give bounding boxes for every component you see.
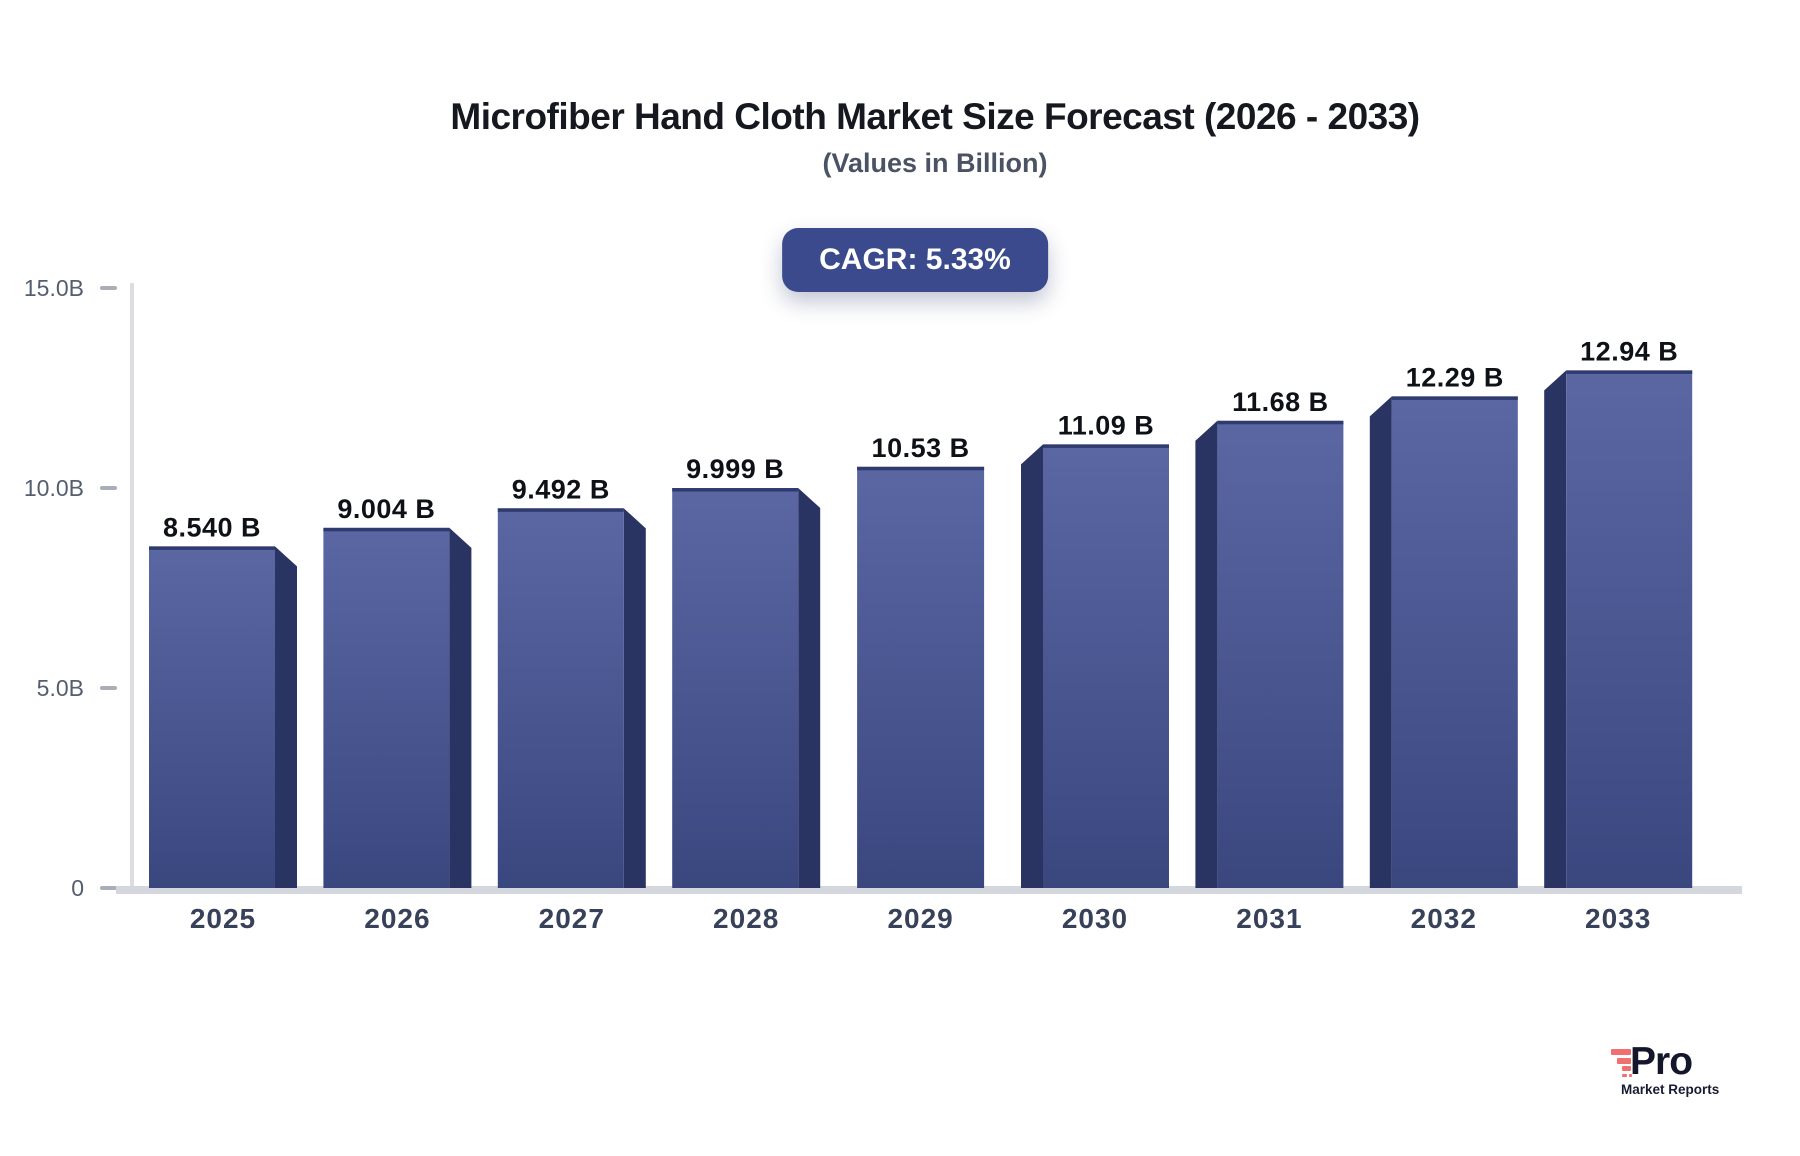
x-axis-label-2025: 2025 (190, 903, 256, 934)
logo-stripe-icon (1611, 1049, 1631, 1055)
bar-value-label-2028: 9.999 B (686, 454, 784, 484)
bar-2031 (1217, 420, 1344, 888)
bar-side-face-2026 (449, 527, 472, 888)
y-axis-tick-label: 10.0B (24, 475, 84, 501)
logo-stripe-icon (1622, 1066, 1631, 1071)
bar-top-edge-2025 (149, 546, 275, 550)
x-axis-label-2029: 2029 (887, 903, 953, 934)
bar-value-label-2033: 12.94 B (1580, 336, 1678, 366)
y-axis-tick (100, 886, 117, 890)
y-axis-tick-label: 15.0B (24, 275, 84, 301)
x-axis-baseline (116, 886, 1742, 894)
y-axis-tick (100, 486, 117, 490)
y-axis-tick-label: 5.0B (37, 675, 84, 701)
bar-side-face-2028 (798, 488, 821, 888)
bar-value-label-2032: 12.29 B (1406, 362, 1504, 392)
bar-side-face-2027 (623, 508, 646, 888)
logo-name: Pro (1630, 1040, 1693, 1083)
bar-value-label-2027: 9.492 B (512, 474, 610, 504)
bar-2025 (149, 546, 275, 888)
bar-value-label-2025: 8.540 B (163, 512, 261, 542)
bar-value-label-2031: 11.68 B (1232, 387, 1329, 417)
bar-value-label-2030: 11.09 B (1058, 410, 1155, 440)
bar-side-face-2025 (275, 546, 297, 888)
bar-2033 (1566, 370, 1693, 888)
bar-value-label-2029: 10.53 B (872, 433, 970, 463)
bar-2030 (1043, 444, 1169, 888)
bar-2028 (672, 488, 799, 888)
y-axis-tick (100, 686, 117, 690)
cagr-badge: CAGR: 5.33% (782, 228, 1048, 292)
bar-top-edge-2027 (497, 508, 624, 512)
bar-side-face-2032 (1369, 396, 1392, 888)
x-axis-label-2028: 2028 (713, 903, 779, 934)
x-axis-label-2026: 2026 (364, 903, 430, 934)
y-axis-line (130, 283, 134, 894)
bar-top-edge-2030 (1043, 444, 1169, 448)
bar-top-edge-2026 (323, 527, 450, 532)
x-axis-label-2033: 2033 (1585, 903, 1651, 934)
logo-stripe-icon (1622, 1074, 1627, 1077)
bar-2032 (1391, 396, 1518, 888)
logo-stripe-icon (1629, 1074, 1632, 1077)
chart-title: Microfiber Hand Cloth Market Size Foreca… (450, 96, 1420, 137)
bar-side-face-2030 (1021, 444, 1043, 888)
chart-subtitle: (Values in Billion) (822, 148, 1048, 178)
logo-tagline: Market Reports (1621, 1082, 1720, 1097)
x-axis-label-2031: 2031 (1236, 903, 1302, 934)
logo-stripe-icon (1617, 1058, 1631, 1064)
bar-2029 (857, 466, 985, 888)
y-axis-tick-label: 0 (71, 875, 84, 901)
bar-top-edge-2028 (672, 488, 799, 492)
x-axis-label-2027: 2027 (539, 903, 605, 934)
bar-side-face-2033 (1544, 370, 1567, 888)
x-axis-label-2030: 2030 (1062, 903, 1128, 934)
bar-top-edge-2031 (1217, 420, 1344, 425)
x-axis-label-2032: 2032 (1411, 903, 1477, 934)
bar-top-edge-2033 (1566, 370, 1693, 374)
bar-side-face-2031 (1195, 420, 1218, 888)
bar-2026 (323, 527, 450, 888)
pro-market-reports-logo: Pro Market Reports (1605, 1040, 1775, 1110)
bar-top-edge-2032 (1391, 396, 1518, 400)
bar-value-label-2026: 9.004 B (337, 494, 435, 524)
y-axis-tick (100, 286, 117, 290)
bar-top-edge-2029 (857, 466, 985, 471)
bar-2027 (497, 508, 624, 888)
